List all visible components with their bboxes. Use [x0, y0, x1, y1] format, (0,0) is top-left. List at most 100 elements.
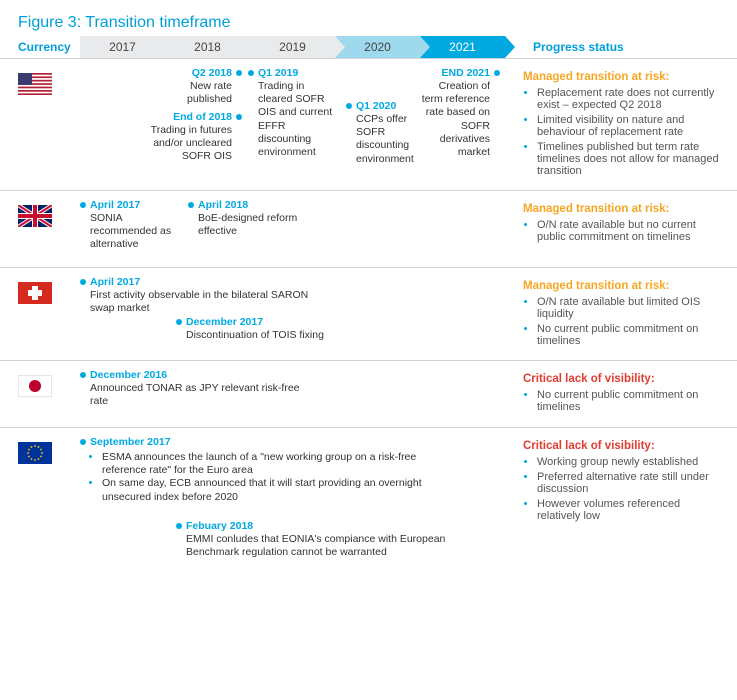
year-2019: 2019: [250, 36, 335, 58]
event-date: END 2021: [420, 67, 490, 80]
timeline-us: Q2 2018New rate publishedEnd of 2018Trad…: [80, 67, 505, 179]
event-us-0: Q2 2018New rate published: [152, 67, 242, 106]
event-date: April 2018: [198, 199, 298, 212]
flag-us-icon: [18, 67, 80, 180]
event-uk-0: April 2017SONIA recommended as alternati…: [80, 199, 180, 252]
status-bullet: Limited visibility on nature and behavio…: [537, 114, 719, 138]
timeline-uk: April 2017SONIA recommended as alternati…: [80, 199, 505, 257]
event-date: December 2016: [90, 369, 300, 382]
status-bullets: O/N rate available but limited OIS liqui…: [523, 296, 719, 347]
status-uk: Managed transition at risk: O/N rate avai…: [505, 199, 719, 257]
status-title: Managed transition at risk:: [523, 203, 719, 215]
event-dot-icon: [188, 202, 194, 208]
event-bullets: ESMA announces the launch of a "new work…: [90, 451, 440, 504]
row-ch: April 2017First activity observable in t…: [0, 267, 737, 360]
event-dot-icon: [248, 70, 254, 76]
event-eu-0: September 2017 ESMA announces the launch …: [80, 436, 440, 504]
event-dot-icon: [236, 114, 242, 120]
year-2018: 2018: [165, 36, 250, 58]
event-text: BoE-designed reform effective: [198, 212, 297, 237]
year-2020: 2020: [335, 36, 420, 58]
event-eu-1: Febuary 2018EMMI conludes that EONIA's c…: [176, 520, 476, 559]
status-bullet: Preferred alternative rate still under d…: [537, 471, 719, 495]
row-jp: December 2016Announced TONAR as JPY rele…: [0, 360, 737, 427]
event-dot-icon: [80, 372, 86, 378]
status-bullet: O/N rate available but limited OIS liqui…: [537, 296, 719, 320]
event-date: Q1 2020: [356, 100, 428, 113]
status-bullets: O/N rate available but no current public…: [523, 219, 719, 243]
event-text: Discontinuation of TOIS fixing: [186, 329, 324, 341]
flag-eu-icon: [18, 436, 80, 578]
status-bullets: Working group newly established Preferred…: [523, 456, 719, 522]
status-bullet: Timelines published but term rate timeli…: [537, 141, 719, 177]
event-date: April 2017: [90, 276, 310, 289]
status-jp: Critical lack of visibility: No current p…: [505, 369, 719, 417]
row-eu: September 2017 ESMA announces the launch …: [0, 427, 737, 588]
status-title: Critical lack of visibility:: [523, 440, 719, 452]
status-bullet: Working group newly established: [537, 456, 719, 468]
progress-header: Progress status: [505, 40, 624, 54]
event-dot-icon: [236, 70, 242, 76]
event-us-1: End of 2018Trading in futures and/or unc…: [122, 111, 242, 164]
event-us-4: END 2021Creation of term reference rate …: [420, 67, 500, 159]
event-dot-icon: [494, 70, 500, 76]
status-bullet: No current public commitment on timeline…: [537, 389, 719, 413]
status-bullets: No current public commitment on timeline…: [523, 389, 719, 413]
status-bullet: Replacement rate does not currently exis…: [537, 87, 719, 111]
event-date: Febuary 2018: [186, 520, 476, 533]
event-dot-icon: [346, 103, 352, 109]
row-us: Q2 2018New rate publishedEnd of 2018Trad…: [0, 58, 737, 190]
year-ribbon: 2017 2018 2019 2020 2021: [80, 36, 505, 58]
event-text: CCPs offer SOFR discounting environment: [356, 113, 414, 164]
flag-uk-icon: [18, 199, 80, 257]
event-text: Trading in futures and/or uncleared SOFR…: [151, 124, 232, 162]
year-2021: 2021: [420, 36, 505, 58]
event-uk-1: April 2018BoE-designed reform effective: [188, 199, 298, 238]
event-dot-icon: [176, 319, 182, 325]
status-eu: Critical lack of visibility: Working grou…: [505, 436, 719, 578]
flag-ch-icon: [18, 276, 80, 350]
flag-jp-icon: [18, 369, 80, 417]
status-us: Managed transition at risk: Replacement r…: [505, 67, 719, 180]
event-date: December 2017: [186, 316, 376, 329]
status-title: Managed transition at risk:: [523, 280, 719, 292]
status-title: Critical lack of visibility:: [523, 373, 719, 385]
currency-header: Currency: [18, 40, 80, 54]
event-date: September 2017: [90, 436, 440, 449]
status-title: Managed transition at risk:: [523, 71, 719, 83]
status-bullets: Replacement rate does not currently exis…: [523, 87, 719, 177]
status-ch: Managed transition at risk: O/N rate avai…: [505, 276, 719, 350]
year-2017: 2017: [80, 36, 165, 58]
figure-title: Figure 3: Transition timeframe: [0, 0, 737, 36]
event-date: April 2017: [90, 199, 180, 212]
event-bullet: On same day, ECB announced that it will …: [102, 477, 440, 503]
status-bullet: However volumes referenced relatively lo…: [537, 498, 719, 522]
event-ch-1: December 2017Discontinuation of TOIS fix…: [176, 316, 376, 342]
event-date: Q2 2018: [152, 67, 232, 80]
event-text: EMMI conludes that EONIA's compiance wit…: [186, 533, 445, 558]
event-us-3: Q1 2020CCPs offer SOFR discounting envir…: [346, 100, 428, 166]
event-dot-icon: [80, 202, 86, 208]
event-text: First activity observable in the bilater…: [90, 289, 308, 314]
event-bullet: ESMA announces the launch of a "new work…: [102, 451, 440, 477]
timeline-jp: December 2016Announced TONAR as JPY rele…: [80, 369, 505, 417]
event-dot-icon: [80, 439, 86, 445]
event-text: Creation of term reference rate based on…: [422, 80, 490, 158]
event-us-2: Q1 2019Trading in cleared SOFR OIS and c…: [248, 67, 338, 159]
event-date: Q1 2019: [258, 67, 338, 80]
event-text: Trading in cleared SOFR OIS and current …: [258, 80, 332, 158]
event-date: End of 2018: [122, 111, 232, 124]
header-row: Currency 2017 2018 2019 2020 2021 Progre…: [0, 36, 737, 58]
event-text: SONIA recommended as alternative: [90, 212, 171, 250]
event-dot-icon: [80, 279, 86, 285]
event-text: Announced TONAR as JPY relevant risk-fre…: [90, 382, 300, 407]
event-text: New rate published: [187, 80, 232, 105]
status-bullet: No current public commitment on timeline…: [537, 323, 719, 347]
status-bullet: O/N rate available but no current public…: [537, 219, 719, 243]
timeline-ch: April 2017First activity observable in t…: [80, 276, 505, 348]
event-dot-icon: [176, 523, 182, 529]
timeline-eu: September 2017 ESMA announces the launch …: [80, 436, 505, 578]
event-ch-0: April 2017First activity observable in t…: [80, 276, 310, 315]
event-jp-0: December 2016Announced TONAR as JPY rele…: [80, 369, 300, 408]
row-uk: April 2017SONIA recommended as alternati…: [0, 190, 737, 267]
